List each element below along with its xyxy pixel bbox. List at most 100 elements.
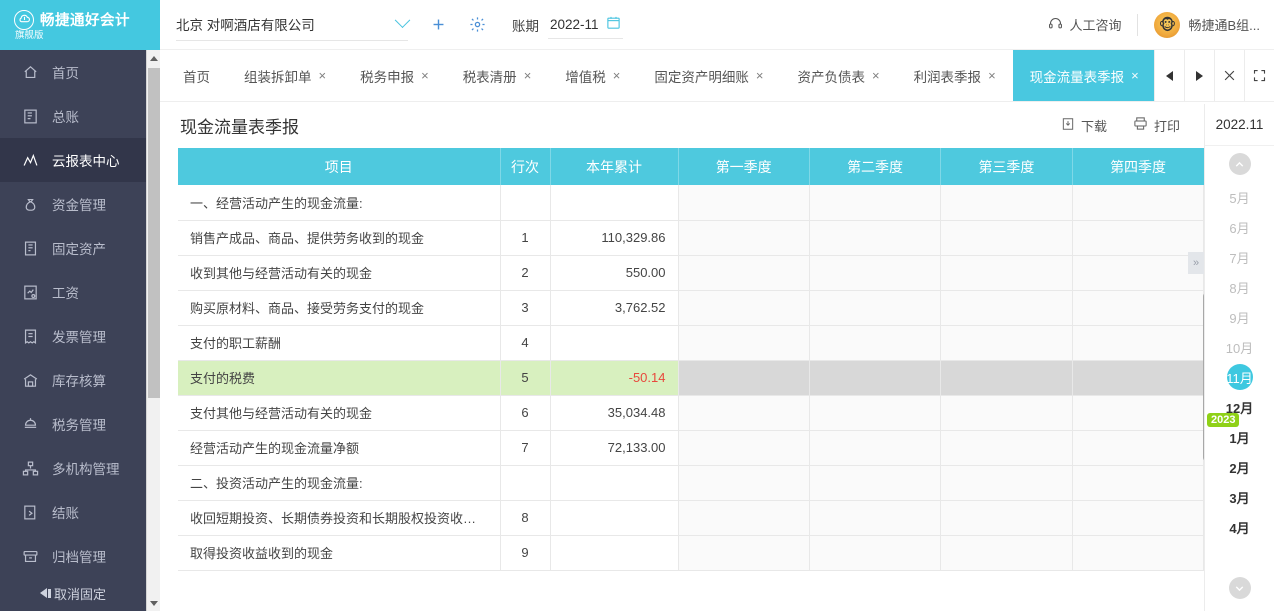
sidebar-item-fixed-assets[interactable]: 固定资产 xyxy=(0,226,146,270)
sidebar-item-ledger[interactable]: 总账 xyxy=(0,94,146,138)
cell-line-no[interactable]: 7 xyxy=(500,430,551,466)
cell-line-no[interactable]: 1 xyxy=(500,220,551,256)
close-icon[interactable]: × xyxy=(421,68,429,83)
cell-q1[interactable] xyxy=(678,535,810,571)
sidebar-item-closing[interactable]: 结账 xyxy=(0,490,146,534)
cell-ytd[interactable]: 72,133.00 xyxy=(550,430,679,466)
cell-q3[interactable] xyxy=(940,290,1073,326)
plus-icon[interactable] xyxy=(430,16,447,33)
cell-q2[interactable] xyxy=(809,290,942,326)
cell-q4[interactable] xyxy=(1072,220,1204,256)
cell-line-no[interactable] xyxy=(500,465,551,501)
cell-q2[interactable] xyxy=(809,360,942,396)
cell-q4[interactable] xyxy=(1072,395,1204,431)
tab-cash-flow-statement-quarterly[interactable]: 现金流量表季报 × xyxy=(1012,50,1154,101)
cell-q3[interactable] xyxy=(940,325,1073,361)
cell-q3[interactable] xyxy=(940,430,1073,466)
tab-balance-sheet[interactable]: 资产负债表 × xyxy=(780,50,896,101)
consult-button[interactable]: 人工咨询 xyxy=(1048,15,1121,34)
month-item-10月[interactable]: 10月 xyxy=(1205,332,1274,362)
scroll-left-button[interactable] xyxy=(1154,50,1184,101)
print-button[interactable]: 打印 xyxy=(1133,116,1180,135)
sidebar-scroll-thumb[interactable] xyxy=(148,68,160,398)
cell-q3[interactable] xyxy=(940,185,1073,221)
table-row[interactable]: 支付其他与经营活动有关的现金 6 35,034.48 xyxy=(178,395,1204,431)
month-item-2月[interactable]: 2月 xyxy=(1205,452,1274,482)
cell-item[interactable]: 支付其他与经营活动有关的现金 xyxy=(178,395,501,431)
cell-line-no[interactable]: 9 xyxy=(500,535,551,571)
fullscreen-button[interactable] xyxy=(1244,50,1274,101)
month-item-6月[interactable]: 6月 xyxy=(1205,212,1274,242)
cell-q2[interactable] xyxy=(809,500,942,536)
cell-ytd[interactable] xyxy=(550,465,679,501)
tab-home[interactable]: 首页 xyxy=(166,50,227,101)
tab-fixed-asset-detail-ledger[interactable]: 固定资产明细账 × xyxy=(637,50,780,101)
cell-q4[interactable] xyxy=(1072,465,1204,501)
table-row[interactable]: 销售产成品、商品、提供劳务收到的现金 1 110,329.86 xyxy=(178,220,1204,256)
sidebar-item-payroll[interactable]: 工资 xyxy=(0,270,146,314)
col-item[interactable]: 项目 xyxy=(178,148,501,185)
cell-q2[interactable] xyxy=(809,535,942,571)
col-q2[interactable]: 第二季度 xyxy=(809,148,942,185)
cell-item[interactable]: 收到其他与经营活动有关的现金 xyxy=(178,255,501,291)
col-q1[interactable]: 第一季度 xyxy=(678,148,810,185)
close-icon[interactable]: × xyxy=(755,68,764,83)
table-row[interactable]: 一、经营活动产生的现金流量: xyxy=(178,185,1204,221)
table-row[interactable]: 支付的职工薪酬 4 xyxy=(178,325,1204,361)
cell-ytd[interactable]: 3,762.52 xyxy=(550,290,679,326)
tab-income-statement-quarterly[interactable]: 利润表季报 × xyxy=(897,50,1013,101)
month-item-9月[interactable]: 9月 xyxy=(1205,302,1274,332)
sidebar-item-archive-management[interactable]: 归档管理 xyxy=(0,534,146,578)
user-menu[interactable]: 🐵 畅捷通B组... xyxy=(1154,11,1260,38)
collapse-panel-handle[interactable]: » xyxy=(1188,252,1204,274)
sidebar-item-inventory-accounting[interactable]: 库存核算 xyxy=(0,358,146,402)
cell-q1[interactable] xyxy=(678,430,810,466)
table-row[interactable]: 二、投资活动产生的现金流量: xyxy=(178,465,1204,501)
sidebar-item-multi-org-management[interactable]: 多机构管理 xyxy=(0,446,146,490)
period-selector[interactable]: 2022-11 xyxy=(548,11,623,39)
month-item-5月[interactable]: 5月 xyxy=(1205,182,1274,212)
tab-vat[interactable]: 增值税 × xyxy=(548,50,637,101)
cell-q1[interactable] xyxy=(678,255,810,291)
cell-line-no[interactable]: 4 xyxy=(500,325,551,361)
sidebar-scroll-down-button[interactable] xyxy=(147,595,161,611)
cell-q3[interactable] xyxy=(940,395,1073,431)
cell-ytd[interactable]: 550.00 xyxy=(550,255,679,291)
cell-item[interactable]: 二、投资活动产生的现金流量: xyxy=(178,465,501,501)
cell-ytd[interactable] xyxy=(550,535,679,571)
cell-item[interactable]: 支付的职工薪酬 xyxy=(178,325,501,361)
sidebar-item-cloud-report-center[interactable]: 云报表中心 xyxy=(0,138,146,182)
table-row[interactable]: 收回短期投资、长期债券投资和长期股权投资收到的... 8 xyxy=(178,500,1204,536)
cell-ytd[interactable] xyxy=(550,185,679,221)
cell-q3[interactable] xyxy=(940,220,1073,256)
cell-line-no[interactable] xyxy=(500,185,551,221)
month-item-11月[interactable]: 11月 xyxy=(1205,362,1274,392)
cell-q2[interactable] xyxy=(809,430,942,466)
cell-q1[interactable] xyxy=(678,500,810,536)
cell-item[interactable]: 收回短期投资、长期债券投资和长期股权投资收到的... xyxy=(178,500,501,536)
cell-q1[interactable] xyxy=(678,220,810,256)
month-item-1月[interactable]: 2023 1月 xyxy=(1205,413,1274,452)
cell-item[interactable]: 购买原材料、商品、接受劳务支付的现金 xyxy=(178,290,501,326)
cell-q2[interactable] xyxy=(809,325,942,361)
cell-q4[interactable] xyxy=(1072,185,1204,221)
cell-item[interactable]: 经营活动产生的现金流量净额 xyxy=(178,430,501,466)
cell-q1[interactable] xyxy=(678,325,810,361)
cell-line-no[interactable]: 6 xyxy=(500,395,551,431)
tab-tax-declaration[interactable]: 税务申报 × xyxy=(343,50,446,101)
cell-q4[interactable] xyxy=(1072,360,1204,396)
table-row[interactable]: 经营活动产生的现金流量净额 7 72,133.00 xyxy=(178,430,1204,466)
cell-q1[interactable] xyxy=(678,290,810,326)
close-icon[interactable]: × xyxy=(1131,68,1139,83)
cell-q3[interactable] xyxy=(940,465,1073,501)
cell-q4[interactable] xyxy=(1072,535,1204,571)
cell-ytd[interactable]: 110,329.86 xyxy=(550,220,679,256)
cell-q1[interactable] xyxy=(678,360,810,396)
sidebar-scroll-up-button[interactable] xyxy=(147,50,161,66)
cell-item[interactable]: 支付的税费 xyxy=(178,360,501,396)
cell-q1[interactable] xyxy=(678,465,810,501)
sidebar-item-invoice-management[interactable]: 发票管理 xyxy=(0,314,146,358)
cell-line-no[interactable]: 3 xyxy=(500,290,551,326)
close-tab-button[interactable] xyxy=(1214,50,1244,101)
cell-q3[interactable] xyxy=(940,360,1073,396)
